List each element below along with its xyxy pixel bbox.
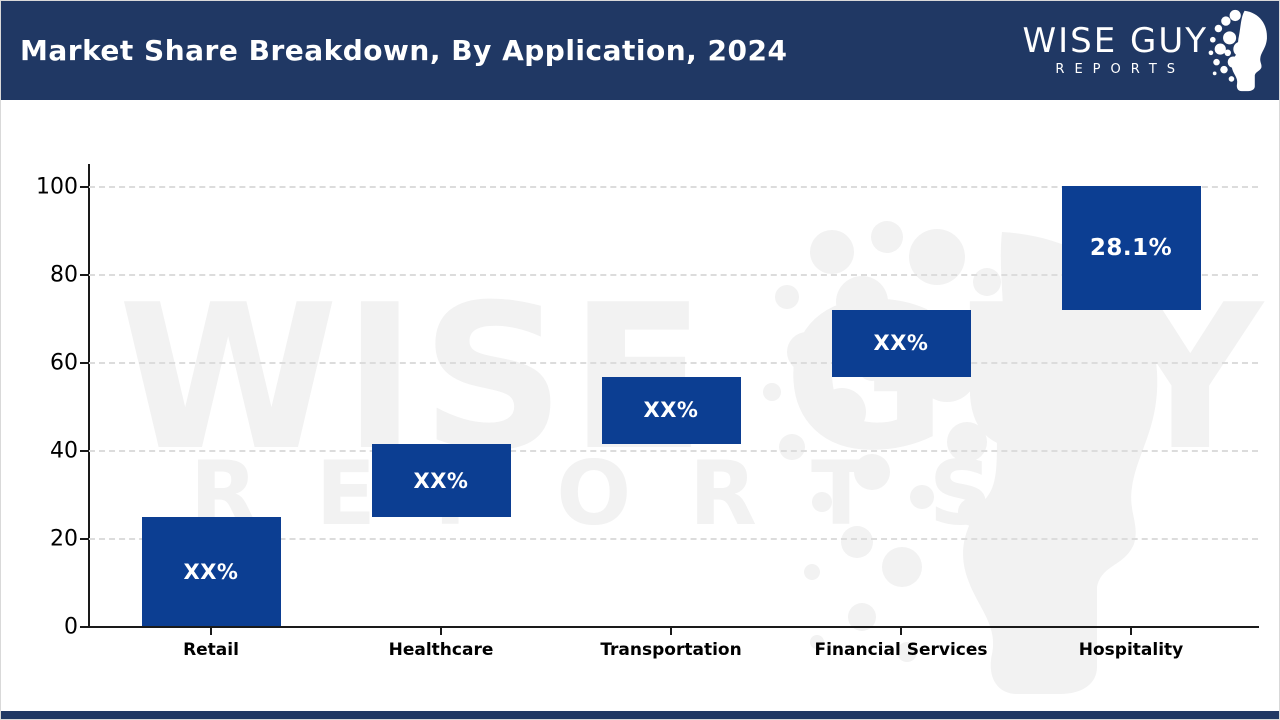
waterfall-bar: XX% [141, 517, 281, 626]
x-tick-mark [210, 628, 212, 635]
gridline [89, 538, 1258, 540]
y-tick-mark [80, 626, 88, 628]
waterfall-bar: XX% [371, 443, 511, 518]
y-tick-label: 100 [36, 174, 78, 200]
x-category-label: Financial Services [814, 640, 988, 660]
footer-bar [0, 711, 1280, 720]
y-axis-spine [88, 164, 90, 628]
logo-text: WISE GUY REPORTS [1022, 23, 1208, 77]
logo-wordmark: WISE GUY [1022, 21, 1208, 61]
x-category-label: Healthcare [388, 640, 494, 660]
bar-value-label: XX% [183, 559, 239, 584]
y-tick-mark [80, 274, 88, 276]
wise-guy-logo: WISE GUY REPORTS [1022, 6, 1274, 94]
x-tick-mark [900, 628, 902, 635]
gridline [89, 450, 1258, 452]
gridline [89, 274, 1258, 276]
waterfall-bar: XX% [831, 309, 971, 377]
wise-guy-head-icon [1208, 9, 1268, 92]
bar-value-label: 28.1% [1089, 234, 1173, 261]
x-tick-mark [440, 628, 442, 635]
bar-value-label: XX% [873, 331, 929, 356]
x-tick-mark [1130, 628, 1132, 635]
y-tick-mark [80, 186, 88, 188]
y-tick-label: 60 [50, 350, 78, 376]
header-bar: Market Share Breakdown, By Application, … [0, 0, 1280, 100]
page-title: Market Share Breakdown, By Application, … [20, 33, 788, 67]
y-tick-label: 40 [50, 438, 78, 464]
x-tick-mark [670, 628, 672, 635]
waterfall-bar: 28.1% [1061, 186, 1201, 310]
bar-value-label: XX% [643, 398, 699, 423]
y-tick-label: 80 [50, 262, 78, 288]
x-category-label: Hospitality [1078, 640, 1184, 660]
waterfall-bar: XX% [601, 376, 741, 444]
gridline [89, 362, 1258, 364]
logo-subtext: REPORTS [1055, 62, 1186, 77]
x-category-label: Retail [183, 640, 239, 660]
y-tick-mark [80, 362, 88, 364]
y-tick-label: 20 [50, 526, 78, 552]
y-tick-label: 0 [64, 614, 78, 640]
gridline [89, 186, 1258, 188]
x-axis-spine [88, 626, 1259, 628]
y-tick-mark [80, 538, 88, 540]
y-tick-mark [80, 450, 88, 452]
bar-value-label: XX% [413, 468, 469, 493]
x-category-label: Transportation [600, 640, 742, 660]
